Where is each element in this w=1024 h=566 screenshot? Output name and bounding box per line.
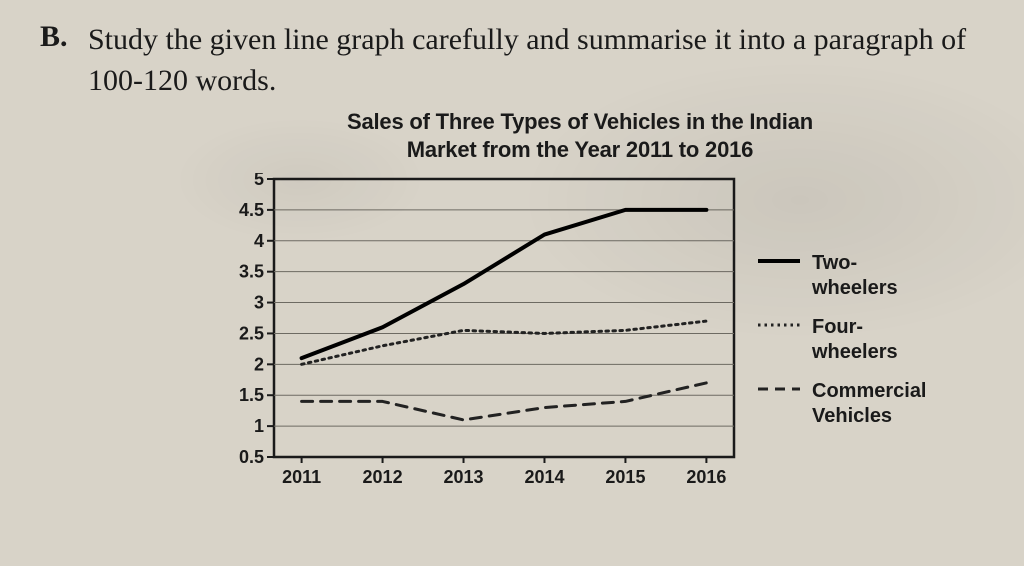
legend-item-four-wheelers: Four-wheelers [758, 315, 940, 365]
svg-text:4: 4 [254, 231, 264, 251]
page: B. Study the given line graph carefully … [0, 0, 1024, 493]
chart-container: Sales of Three Types of Vehicles in the … [220, 109, 940, 493]
svg-text:2: 2 [254, 354, 264, 374]
legend-label: Two-wheelers [812, 251, 940, 301]
question-block: B. Study the given line graph carefully … [40, 20, 984, 101]
line-chart-svg: 0.5 1 1.5 2 2.5 3 3.5 4 4.5 5 2011 2012 2013 2014 2015… [220, 173, 740, 493]
svg-text:5: 5 [254, 173, 264, 189]
svg-text:4.5: 4.5 [239, 200, 264, 220]
question-text: Study the given line graph carefully and… [88, 20, 984, 101]
legend-swatch-dashed [758, 379, 800, 399]
chart-body: 0.5 1 1.5 2 2.5 3 3.5 4 4.5 5 2011 2012 2013 2014 2015… [220, 173, 940, 493]
svg-text:0.5: 0.5 [239, 447, 264, 467]
svg-text:2014: 2014 [524, 467, 564, 487]
svg-text:3: 3 [254, 293, 264, 313]
chart-title: Sales of Three Types of Vehicles in the … [220, 109, 940, 163]
legend-item-commercial: Commercial Vehicles [758, 379, 940, 429]
legend-swatch-dotted [758, 315, 800, 335]
svg-text:2011: 2011 [282, 467, 321, 487]
svg-text:2.5: 2.5 [239, 323, 264, 343]
svg-text:2013: 2013 [443, 467, 483, 487]
svg-text:3.5: 3.5 [239, 262, 264, 282]
chart-title-line1: Sales of Three Types of Vehicles in the … [220, 109, 940, 135]
legend-swatch-solid [758, 251, 800, 271]
svg-text:1.5: 1.5 [239, 385, 264, 405]
svg-text:2015: 2015 [605, 467, 645, 487]
question-label: B. [40, 20, 74, 54]
legend: Two-wheelers Four-wheelers Commercial Ve… [758, 251, 940, 443]
plot-area: 0.5 1 1.5 2 2.5 3 3.5 4 4.5 5 2011 2012 2013 2014 2015… [220, 173, 740, 493]
legend-item-two-wheelers: Two-wheelers [758, 251, 940, 301]
svg-text:2012: 2012 [363, 467, 403, 487]
chart-title-line2: Market from the Year 2011 to 2016 [220, 137, 940, 163]
legend-label: Four-wheelers [812, 315, 940, 365]
legend-label: Commercial Vehicles [812, 379, 940, 429]
svg-text:2016: 2016 [686, 467, 726, 487]
svg-text:1: 1 [254, 416, 264, 436]
